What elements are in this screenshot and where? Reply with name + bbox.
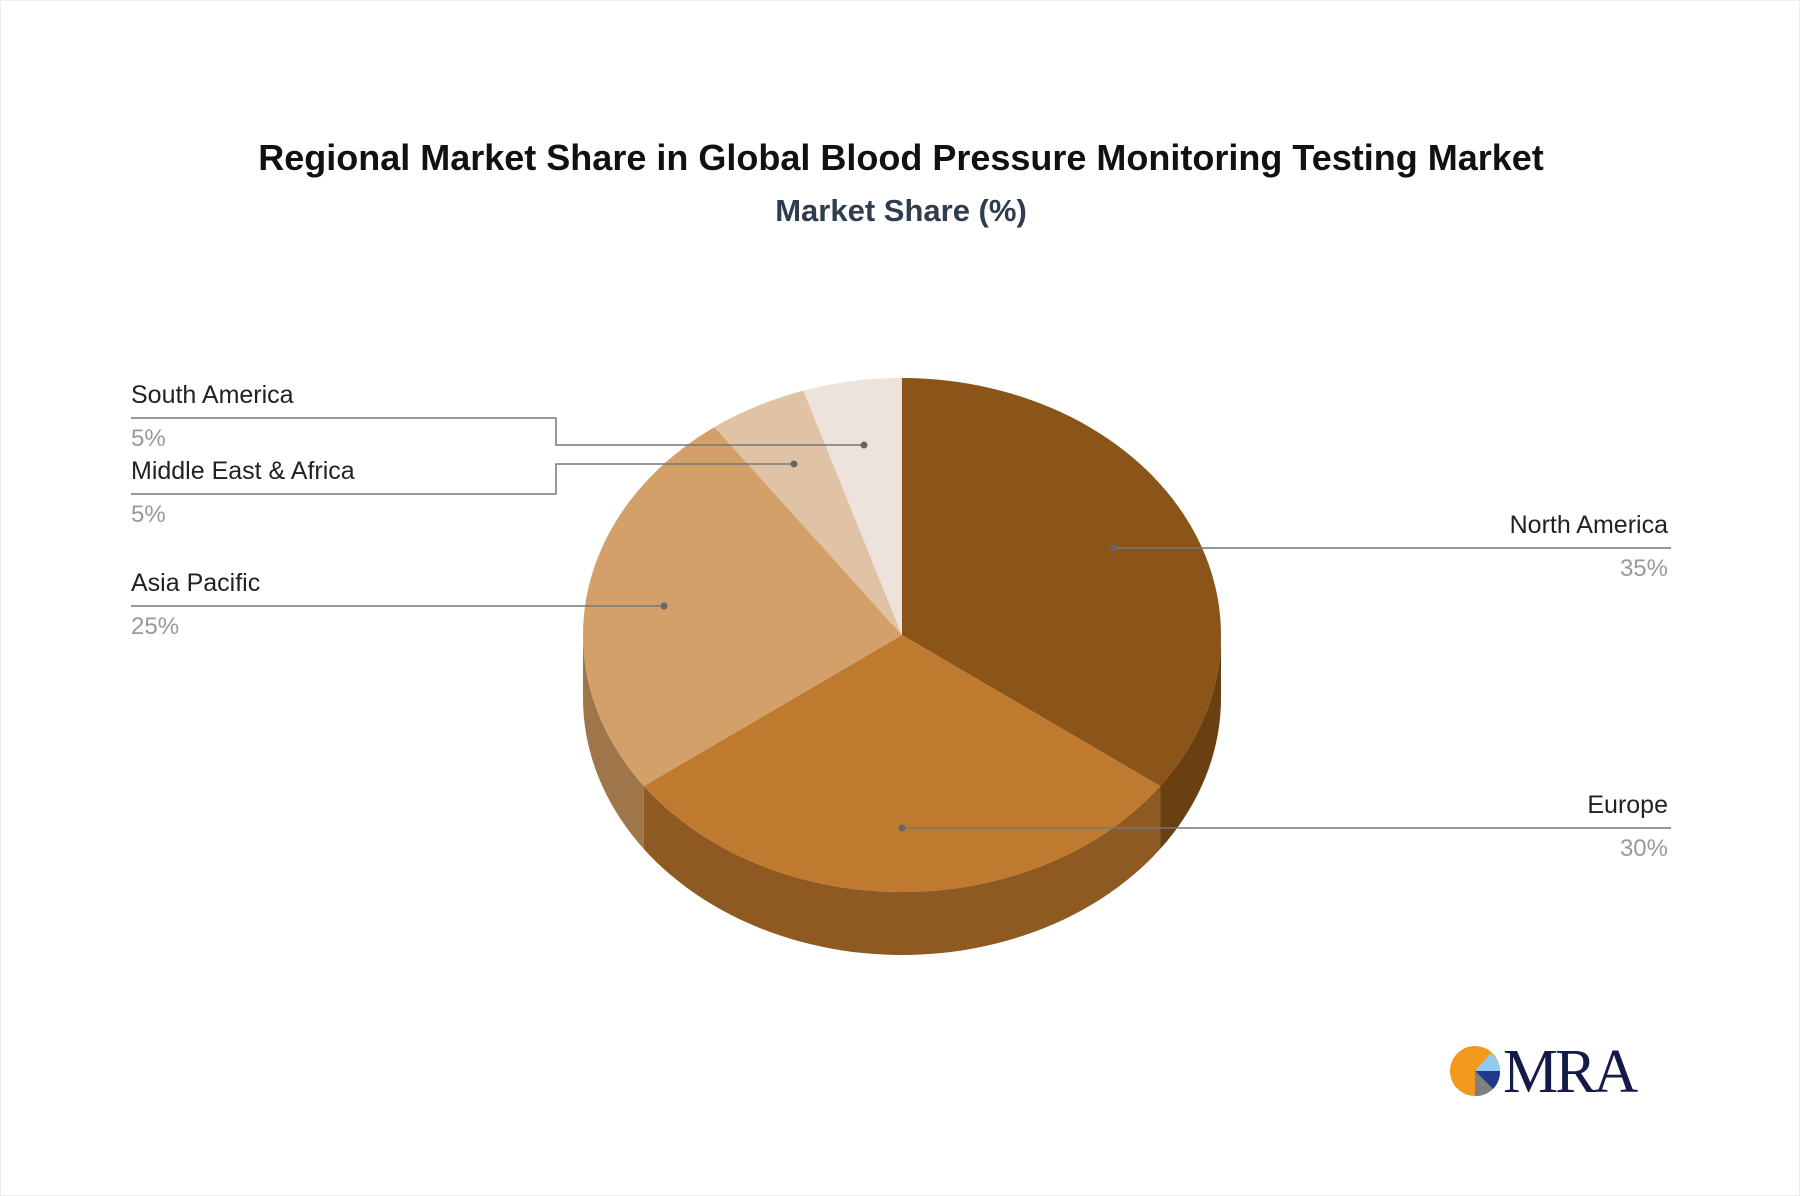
leader-line-south-america: [131, 417, 864, 446]
value-north-america: 35%: [1619, 555, 1668, 582]
label-middle-east-africa: Middle East & Africa: [131, 457, 355, 485]
pie-slice-north-america[interactable]: [902, 378, 1221, 787]
leader-line-middle-east-africa: [131, 463, 794, 495]
value-south-america: 5%: [131, 425, 166, 452]
label-south-america: South America: [131, 381, 294, 409]
label-north-america: North America: [1509, 511, 1668, 539]
pie-side-europe: [643, 786, 1161, 955]
label-asia-pacific: Asia Pacific: [131, 569, 261, 597]
value-europe: 30%: [1619, 835, 1668, 862]
leader-dot-asia-pacific: [660, 602, 668, 610]
pie-side-north-america: [1160, 635, 1221, 850]
leader-dot-north-america: [1110, 544, 1118, 552]
chart-subtitle: Market Share (%): [775, 193, 1027, 228]
logo-text: MRA: [1503, 1038, 1638, 1106]
pie-side-asia-pacific: [583, 635, 644, 850]
pie-slice-south-america[interactable]: [803, 378, 902, 635]
mra-logo: MRA: [1449, 1038, 1639, 1106]
value-middle-east-africa: 5%: [131, 501, 166, 528]
leader-dot-middle-east-africa: [790, 460, 798, 468]
value-asia-pacific: 25%: [131, 613, 180, 640]
chart-title: Regional Market Share in Global Blood Pr…: [258, 137, 1544, 178]
pie-slice-asia-pacific[interactable]: [583, 427, 902, 787]
label-europe: Europe: [1587, 791, 1668, 819]
leader-dot-south-america: [860, 441, 868, 449]
leader-dot-europe: [898, 824, 906, 832]
pie-slice-middle-east-africa[interactable]: [714, 390, 902, 635]
logo-pie-icon: [1450, 1046, 1501, 1097]
